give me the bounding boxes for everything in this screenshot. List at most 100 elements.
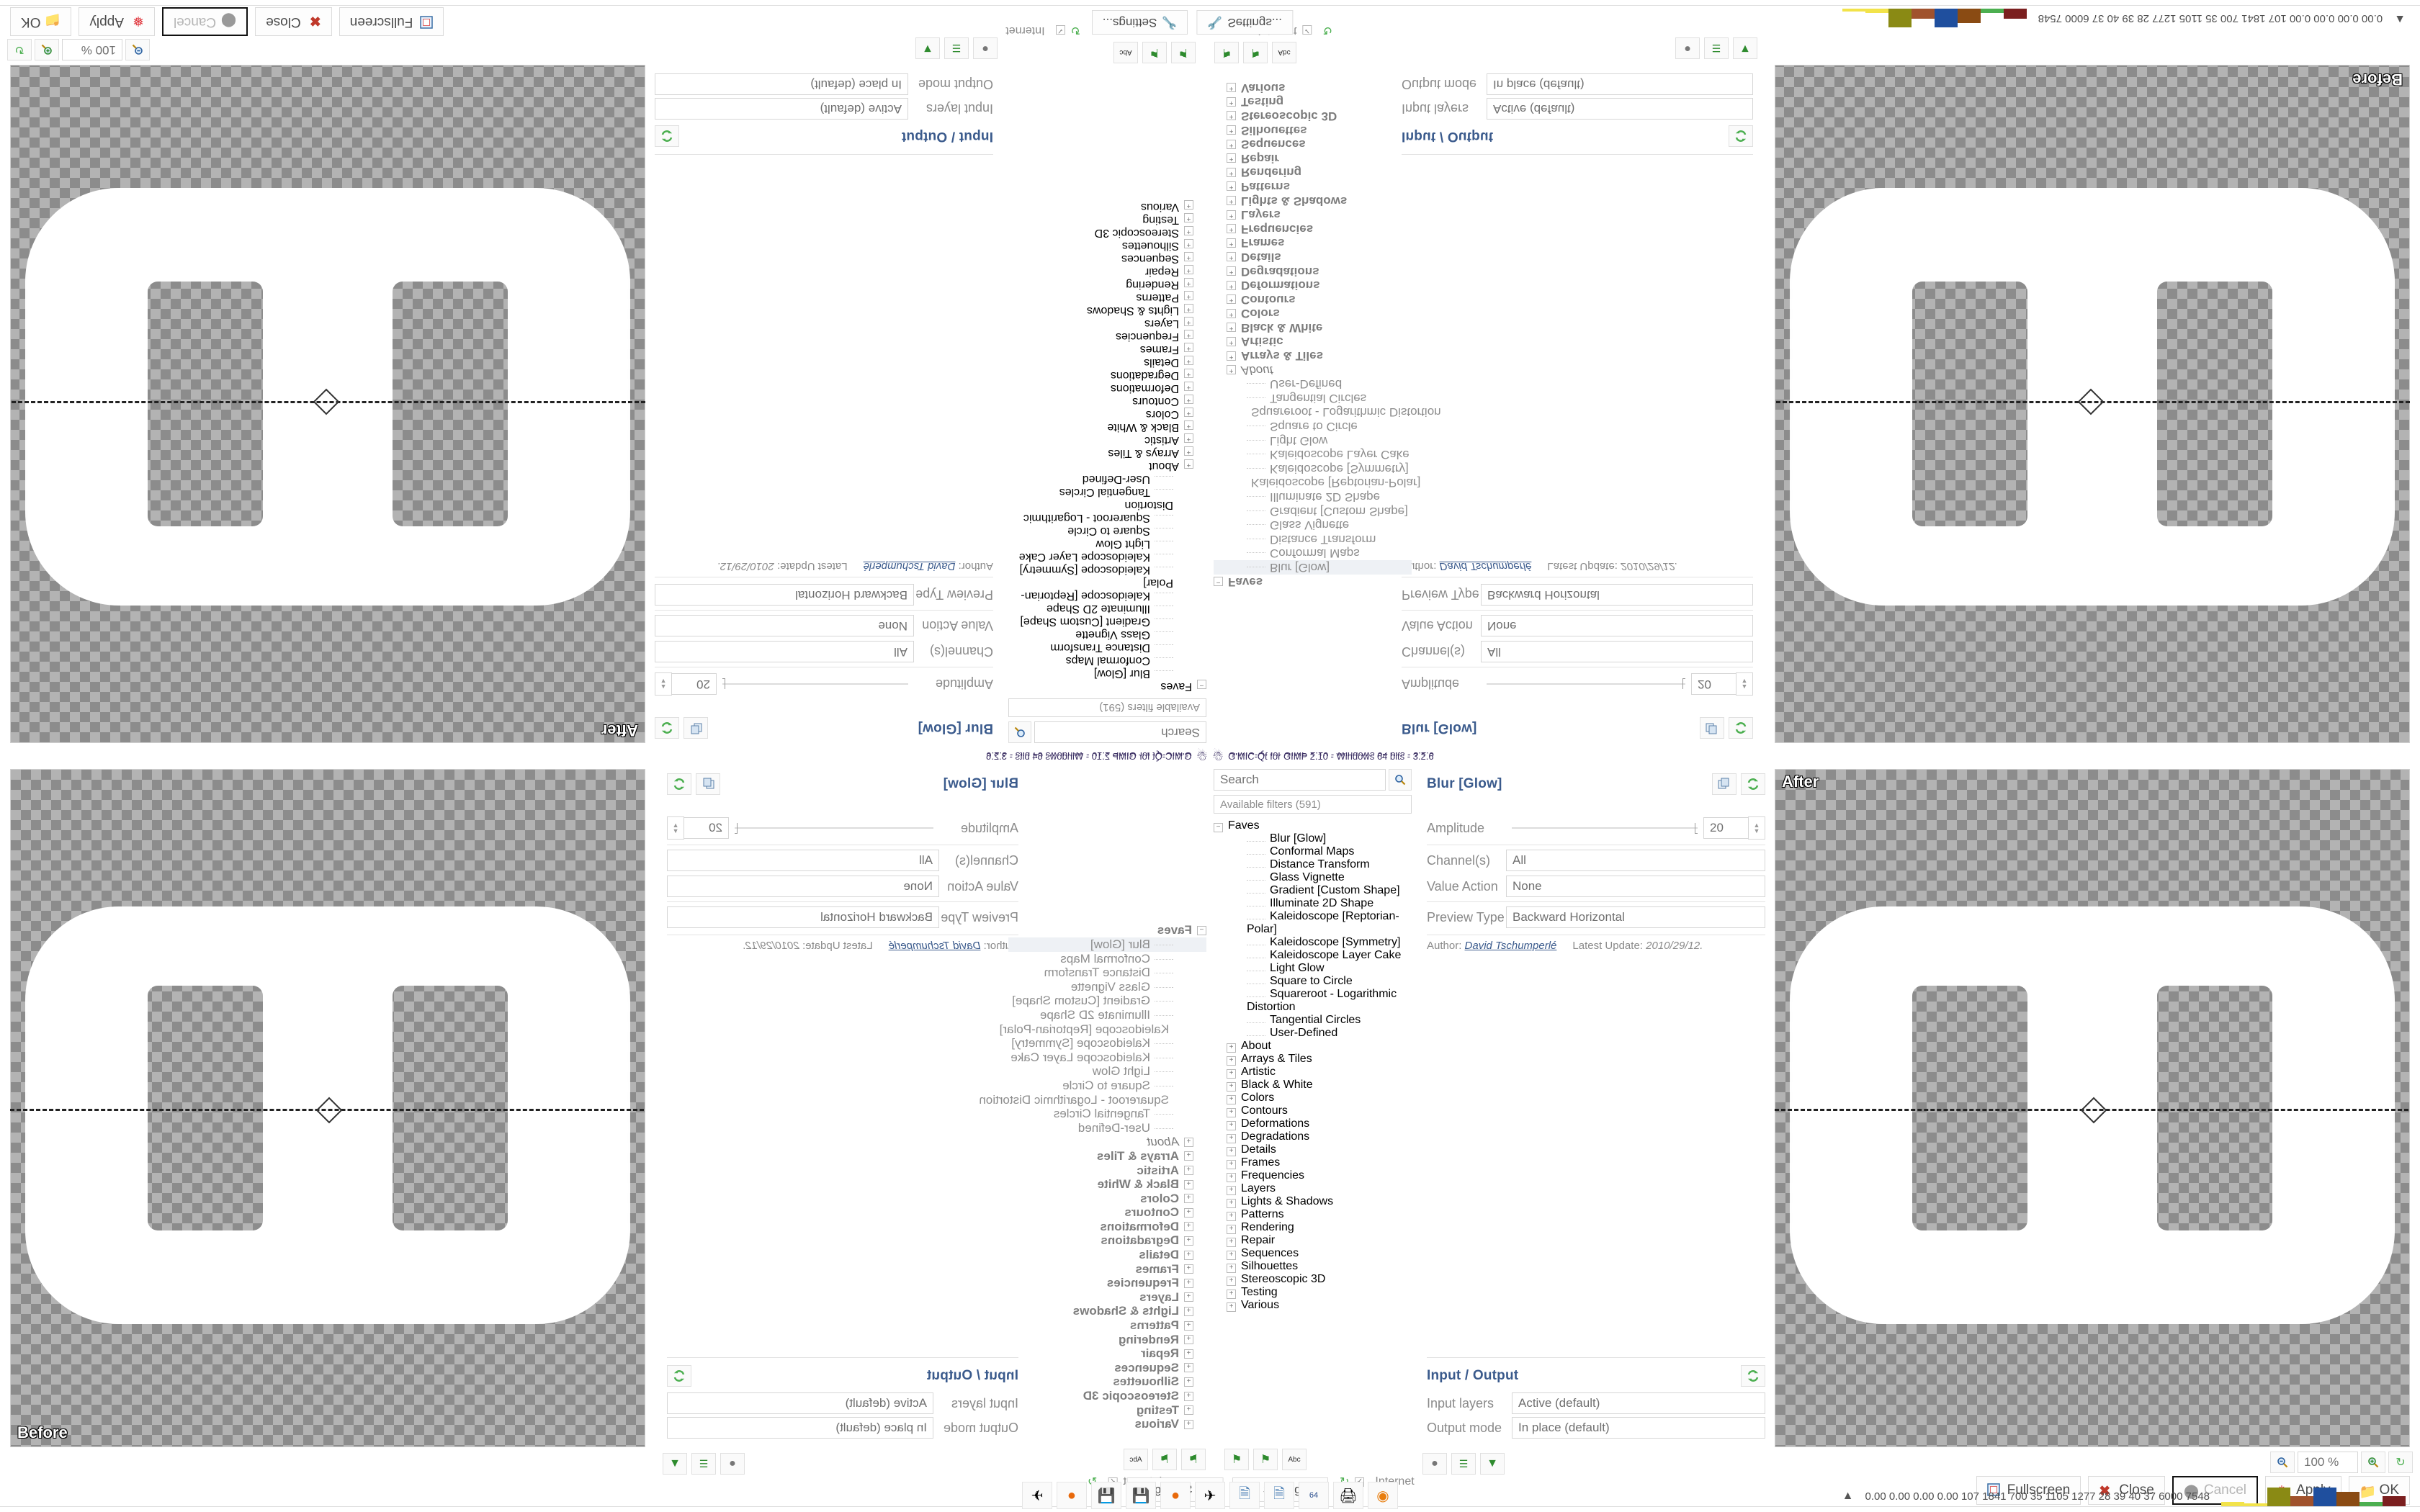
tree-category[interactable]: + Colors bbox=[1214, 1092, 1412, 1104]
mirrored-tree-item[interactable]: Glass Vignette bbox=[1008, 628, 1206, 641]
mirrored-expand-icon[interactable]: + bbox=[1184, 395, 1193, 404]
tree-category[interactable]: + Contours bbox=[1214, 1104, 1412, 1117]
mirrored-mirror-abcdef-icon[interactable]: Abc bbox=[1272, 42, 1296, 63]
mirrored-tree-item[interactable]: Conformal Maps bbox=[1008, 654, 1206, 667]
tree-item[interactable]: Tangential Circles bbox=[1008, 1107, 1206, 1121]
tree-item[interactable]: Distance Transform bbox=[1214, 858, 1412, 871]
expand-icon[interactable]: + bbox=[1227, 1069, 1236, 1079]
expand-icon[interactable]: + bbox=[1184, 1264, 1193, 1274]
mirrored-tree-category[interactable]: + Contours bbox=[1008, 395, 1206, 408]
mirrored-tree-item[interactable]: User-Defined bbox=[1214, 377, 1412, 391]
tree-category[interactable]: + Layers bbox=[1008, 1290, 1206, 1305]
tree-category[interactable]: + Patterns bbox=[1008, 1318, 1206, 1333]
tree-item[interactable]: Light Glow bbox=[1008, 1064, 1206, 1079]
mirrored-rename-icon[interactable]: Abc bbox=[1113, 42, 1138, 63]
expand-icon[interactable]: + bbox=[1184, 1222, 1193, 1232]
mirror-list-icon[interactable]: ☰ bbox=[691, 1453, 716, 1475]
cancel-button[interactable]: ⬤ Cancel bbox=[2172, 1476, 2259, 1505]
zoom-in-icon[interactable] bbox=[2361, 1452, 2385, 1473]
mirrored-tree-item[interactable]: Illuminate 2D Shape bbox=[1008, 602, 1206, 615]
mirrored-tree-category[interactable]: + Details bbox=[1214, 250, 1412, 264]
collapse-icon[interactable]: − bbox=[1214, 823, 1223, 832]
mirrored-tree-category[interactable]: + Lights & Shadows bbox=[1008, 304, 1206, 317]
mirrored-zoom-out-icon[interactable] bbox=[125, 39, 150, 60]
mirrored-tree-category[interactable]: + Various bbox=[1008, 200, 1206, 213]
mirrored-tree-category[interactable]: + Testing bbox=[1008, 213, 1206, 226]
mirrored-tree-item[interactable]: Blur [Glow] bbox=[1008, 667, 1206, 680]
top-expand-icon[interactable]: ▲ bbox=[2394, 13, 2406, 25]
after-preview[interactable]: After bbox=[1775, 769, 2410, 1447]
expand-icon[interactable]: + bbox=[1227, 1121, 1236, 1130]
search-input[interactable] bbox=[1214, 769, 1386, 791]
mirrored-amplitude-value[interactable]: 20 bbox=[672, 673, 717, 695]
mirrored-tree-category[interactable]: + Artistic bbox=[1008, 433, 1206, 446]
tree-group-faves[interactable]: − Faves bbox=[1008, 923, 1206, 938]
mirrored-expand-icon[interactable]: + bbox=[1227, 294, 1236, 305]
mirrored-expand-icon[interactable]: + bbox=[1227, 96, 1236, 107]
mirrored-amplitude-stepper[interactable]: ▲ ▼ bbox=[655, 672, 672, 696]
mirrored-tree-category[interactable]: + Layers bbox=[1214, 207, 1412, 222]
mirrored-mirror-duplicate-icon[interactable] bbox=[1700, 717, 1724, 739]
mirrored-tree-category[interactable]: + Stereoscopic 3D bbox=[1214, 109, 1412, 123]
mirrored-tree-group-faves[interactable]: −Faves bbox=[1214, 575, 1412, 589]
expand-icon[interactable]: + bbox=[1184, 1405, 1193, 1416]
taskbar-plane-icon[interactable]: ✈ bbox=[1195, 1482, 1225, 1509]
tree-item[interactable]: Illuminate 2D Shape bbox=[1214, 897, 1412, 910]
expand-icon[interactable]: + bbox=[1227, 1043, 1236, 1053]
mirrored-tree-category[interactable]: + Lights & Shadows bbox=[1214, 194, 1412, 208]
mirrored-expand-icon[interactable]: + bbox=[1227, 336, 1236, 346]
expand-icon[interactable]: + bbox=[1227, 1302, 1236, 1312]
tree-item[interactable]: Glass Vignette bbox=[1214, 871, 1412, 884]
mirrored-mirror-flag-b-icon[interactable]: ⚑ bbox=[1243, 42, 1268, 63]
mirrored-expand-icon[interactable]: + bbox=[1184, 291, 1193, 300]
expand-icon[interactable]: + bbox=[1227, 1056, 1236, 1066]
mirrored-mirror-channels-select[interactable]: All bbox=[1481, 641, 1753, 662]
mirrored-tree-item[interactable]: User-Defined bbox=[1008, 472, 1206, 485]
mirror-amplitude-value[interactable]: 20 bbox=[684, 817, 729, 839]
mirrored-mirror-author-link[interactable]: David Tschumperlé bbox=[1439, 560, 1532, 572]
expand-icon[interactable]: + bbox=[1184, 1137, 1193, 1147]
mirrored-search-icon[interactable] bbox=[1008, 721, 1031, 743]
tree-category[interactable]: + Arrays & Tiles bbox=[1008, 1149, 1206, 1164]
tree-category[interactable]: + Degradations bbox=[1008, 1233, 1206, 1248]
tree-category[interactable]: + Arrays & Tiles bbox=[1214, 1053, 1412, 1066]
taskbar-save-icon[interactable]: 💾 bbox=[1126, 1482, 1156, 1509]
mirrored-channels-select[interactable]: All bbox=[655, 641, 914, 662]
output-mode-select[interactable]: In place (default) bbox=[1512, 1417, 1765, 1439]
mirror-previewtype-select[interactable]: Backward Horizontal bbox=[667, 906, 939, 928]
mirrored-tree-category[interactable]: + Patterns bbox=[1008, 291, 1206, 304]
mirrored-expand-icon[interactable]: + bbox=[1227, 125, 1236, 135]
mirrored-zoom-in-icon[interactable] bbox=[35, 39, 59, 60]
tree-category[interactable]: + Black & White bbox=[1008, 1177, 1206, 1192]
taskbar-blender-icon[interactable]: ◉ bbox=[1368, 1482, 1398, 1509]
mirror-pie-icon[interactable]: ● bbox=[720, 1453, 745, 1475]
zoom-level[interactable]: 100 % bbox=[2298, 1452, 2358, 1473]
expand-icon[interactable]: + bbox=[1184, 1278, 1193, 1288]
mirror-abcdef-icon[interactable]: Abc bbox=[1124, 1449, 1148, 1470]
mirrored-expand-icon[interactable]: + bbox=[1227, 238, 1236, 248]
mirrored-tree-item[interactable]: Square to Circle bbox=[1008, 524, 1206, 537]
mirrored-expand-icon[interactable]: + bbox=[1184, 226, 1193, 235]
mirrored-tree-item[interactable]: Kaleidoscope [Symmetry] bbox=[1214, 462, 1412, 476]
channels-select[interactable]: All bbox=[1506, 850, 1765, 871]
mirrored-tree-group-faves[interactable]: −Faves bbox=[1008, 680, 1206, 693]
mirrored-expand-icon[interactable]: + bbox=[1227, 139, 1236, 149]
tree-category[interactable]: + Stereoscopic 3D bbox=[1214, 1273, 1412, 1286]
expand-icon[interactable]: + bbox=[1227, 1290, 1236, 1299]
mirrored-io-refresh-icon[interactable] bbox=[655, 125, 679, 147]
mirrored-expand-icon[interactable]: + bbox=[1184, 239, 1193, 248]
mirrored-expand-icon[interactable]: + bbox=[1227, 210, 1236, 220]
mirrored-tree-item[interactable]: Kaleidoscope [Symmetry] bbox=[1008, 563, 1206, 576]
tree-item[interactable]: Blur [Glow] bbox=[1214, 832, 1412, 845]
tree-item[interactable]: Squareroot - Logarithmic Distortion bbox=[1214, 988, 1412, 1014]
preview-split-line[interactable] bbox=[10, 1109, 644, 1111]
mirrored-zoom-reset-icon[interactable]: ↻ bbox=[7, 39, 32, 60]
mirrored-tree-category[interactable]: + Colors bbox=[1008, 408, 1206, 420]
rename-icon[interactable]: Abc bbox=[1282, 1449, 1307, 1470]
mirrored-tree-item[interactable]: Squareroot - Logarithmic Distortion bbox=[1214, 405, 1441, 419]
mirrored-expand-icon[interactable]: + bbox=[1184, 446, 1193, 456]
tree-category[interactable]: + About bbox=[1008, 1135, 1206, 1150]
expand-icon[interactable]: + bbox=[1184, 1335, 1193, 1345]
mirrored-mirror-valueaction-select[interactable]: None bbox=[1481, 615, 1753, 636]
mirrored-tree-category[interactable]: + Contours bbox=[1214, 292, 1412, 307]
